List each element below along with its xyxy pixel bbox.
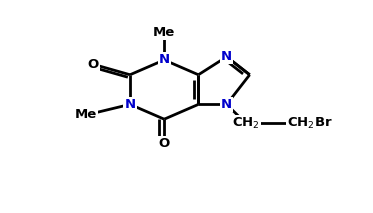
Text: N: N: [125, 98, 135, 111]
Text: CH$_2$: CH$_2$: [232, 116, 260, 131]
Text: CH$_2$Br: CH$_2$Br: [287, 116, 333, 131]
Text: Me: Me: [153, 26, 175, 39]
Text: N: N: [221, 98, 232, 111]
Text: O: O: [159, 137, 170, 150]
Text: N: N: [221, 50, 232, 63]
Text: Me: Me: [75, 108, 97, 121]
Text: O: O: [87, 58, 98, 71]
Text: N: N: [159, 53, 170, 66]
